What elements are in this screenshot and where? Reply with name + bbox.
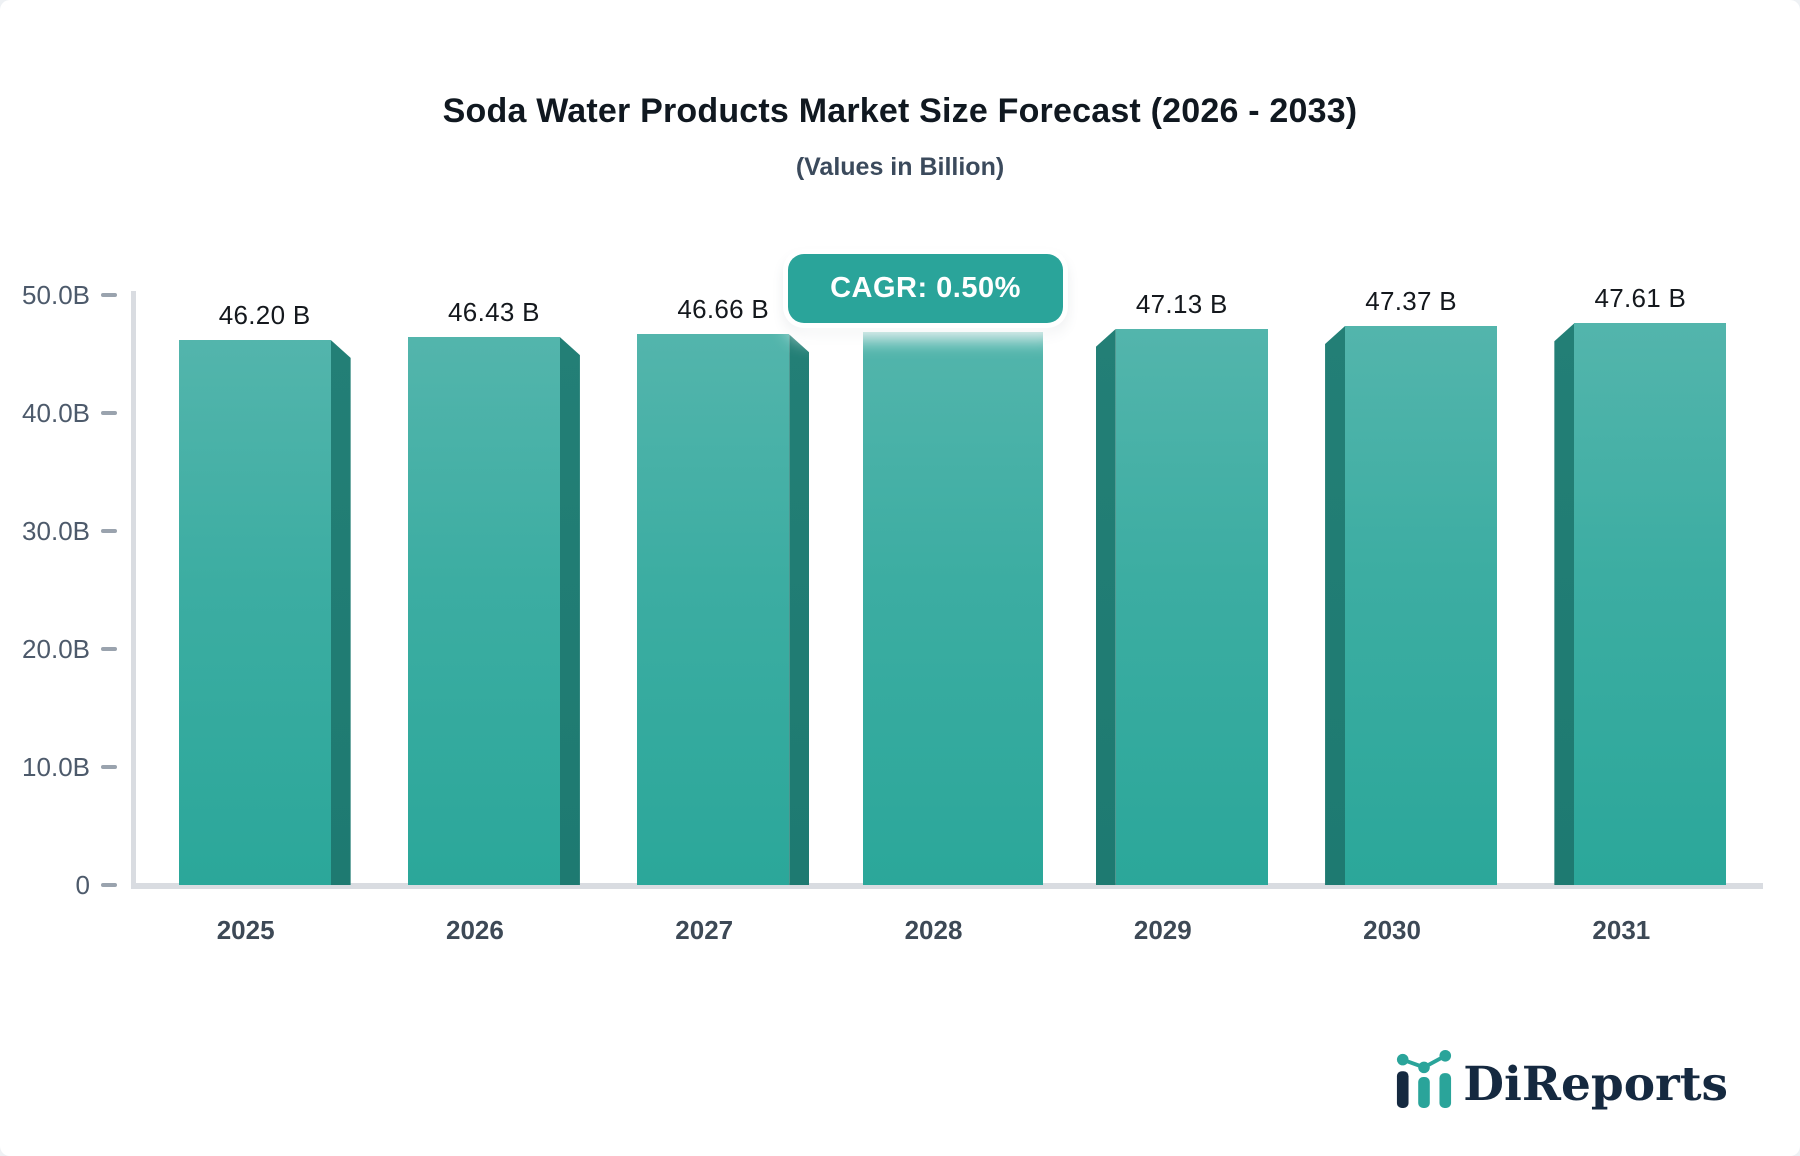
cagr-badge: CAGR: 0.50%: [788, 254, 1063, 323]
y-axis-line: [131, 291, 136, 888]
bar-side-shade-2030: [1325, 326, 1346, 885]
bar-2030[interactable]: [1325, 326, 1498, 885]
bar-2025[interactable]: [178, 339, 351, 885]
y-axis-label: 50.0B: [22, 280, 90, 310]
bar-group-2030: 47.37 B: [1325, 286, 1498, 885]
bar-side-shade-2025: [330, 339, 351, 885]
chart-header: Soda Water Products Market Size Forecast…: [0, 92, 1800, 182]
bar-group-2031: 47.61 B: [1554, 283, 1727, 885]
bar-value-label-2026: 46.43 B: [448, 297, 540, 328]
x-axis-label-2027: 2027: [675, 915, 734, 945]
chart-subtitle: (Values in Billion): [795, 153, 1005, 181]
bar-face-2030[interactable]: [1345, 326, 1498, 885]
bar-side-shade-2029: [1095, 328, 1116, 885]
y-axis-label: 40.0B: [22, 398, 90, 428]
y-axis-label: 30.0B: [22, 516, 90, 546]
bar-value-label-2030: 47.37 B: [1365, 286, 1457, 317]
x-axis-label-2030: 2030: [1363, 915, 1421, 945]
y-axis-label: 10.0B: [22, 752, 90, 782]
y-axis-label: 20.0B: [22, 634, 90, 664]
bar-2031[interactable]: [1554, 323, 1727, 885]
bar-group-2029: 47.13 B: [1095, 288, 1268, 885]
direports-logo: DiReports: [1395, 1048, 1728, 1108]
bar-value-label-2025: 46.20 B: [218, 299, 311, 330]
bar-group-2027: 46.66 B: [637, 294, 810, 885]
bar-face-2029[interactable]: [1115, 328, 1268, 885]
bar-2027[interactable]: [637, 334, 810, 885]
bar-value-label-2029: 47.13 B: [1135, 288, 1228, 319]
x-axis-label-2031: 2031: [1592, 915, 1651, 945]
bar-side-shade-2027: [789, 334, 810, 885]
x-axis-label-2029: 2029: [1133, 915, 1192, 945]
x-axis-label-2025: 2025: [216, 915, 275, 945]
x-axis-label-2026: 2026: [446, 915, 504, 945]
bar-2029[interactable]: [1095, 328, 1268, 885]
y-axis-tick: [101, 765, 117, 769]
x-axis-label-2028: 2028: [904, 915, 963, 945]
y-axis-tick: [101, 647, 117, 651]
bar-group-2028: [862, 323, 1043, 885]
bar-face-2027[interactable]: [637, 334, 790, 885]
bar-2026[interactable]: [407, 337, 580, 885]
y-axis-tick: [101, 293, 117, 297]
bar-face-2025[interactable]: [178, 339, 331, 885]
bar-group-2026: 46.43 B: [407, 297, 580, 885]
bar-2028[interactable]: [862, 331, 1043, 885]
y-axis-tick: [101, 883, 117, 887]
bar-side-shade-2031: [1554, 323, 1575, 885]
bar-face-2028[interactable]: [862, 331, 1043, 885]
bar-group-2025: 46.20 B: [178, 299, 351, 885]
bar-face-2026[interactable]: [407, 337, 560, 885]
y-axis-tick: [101, 411, 117, 415]
bar-side-shade-2026: [559, 337, 580, 885]
bar-value-label-2027: 46.66 B: [677, 294, 770, 325]
bar-face-2031[interactable]: [1574, 323, 1727, 885]
y-axis-tick: [101, 529, 117, 533]
x-axis-line: [131, 883, 1763, 889]
brand-name: DiReports: [1463, 1057, 1728, 1112]
bar-value-label-2031: 47.61 B: [1594, 283, 1687, 314]
chart-title: Soda Water Products Market Size Forecast…: [442, 92, 1358, 130]
y-axis-label: 0: [75, 870, 90, 900]
mini-bar-line-chart-icon: [1397, 1049, 1452, 1108]
